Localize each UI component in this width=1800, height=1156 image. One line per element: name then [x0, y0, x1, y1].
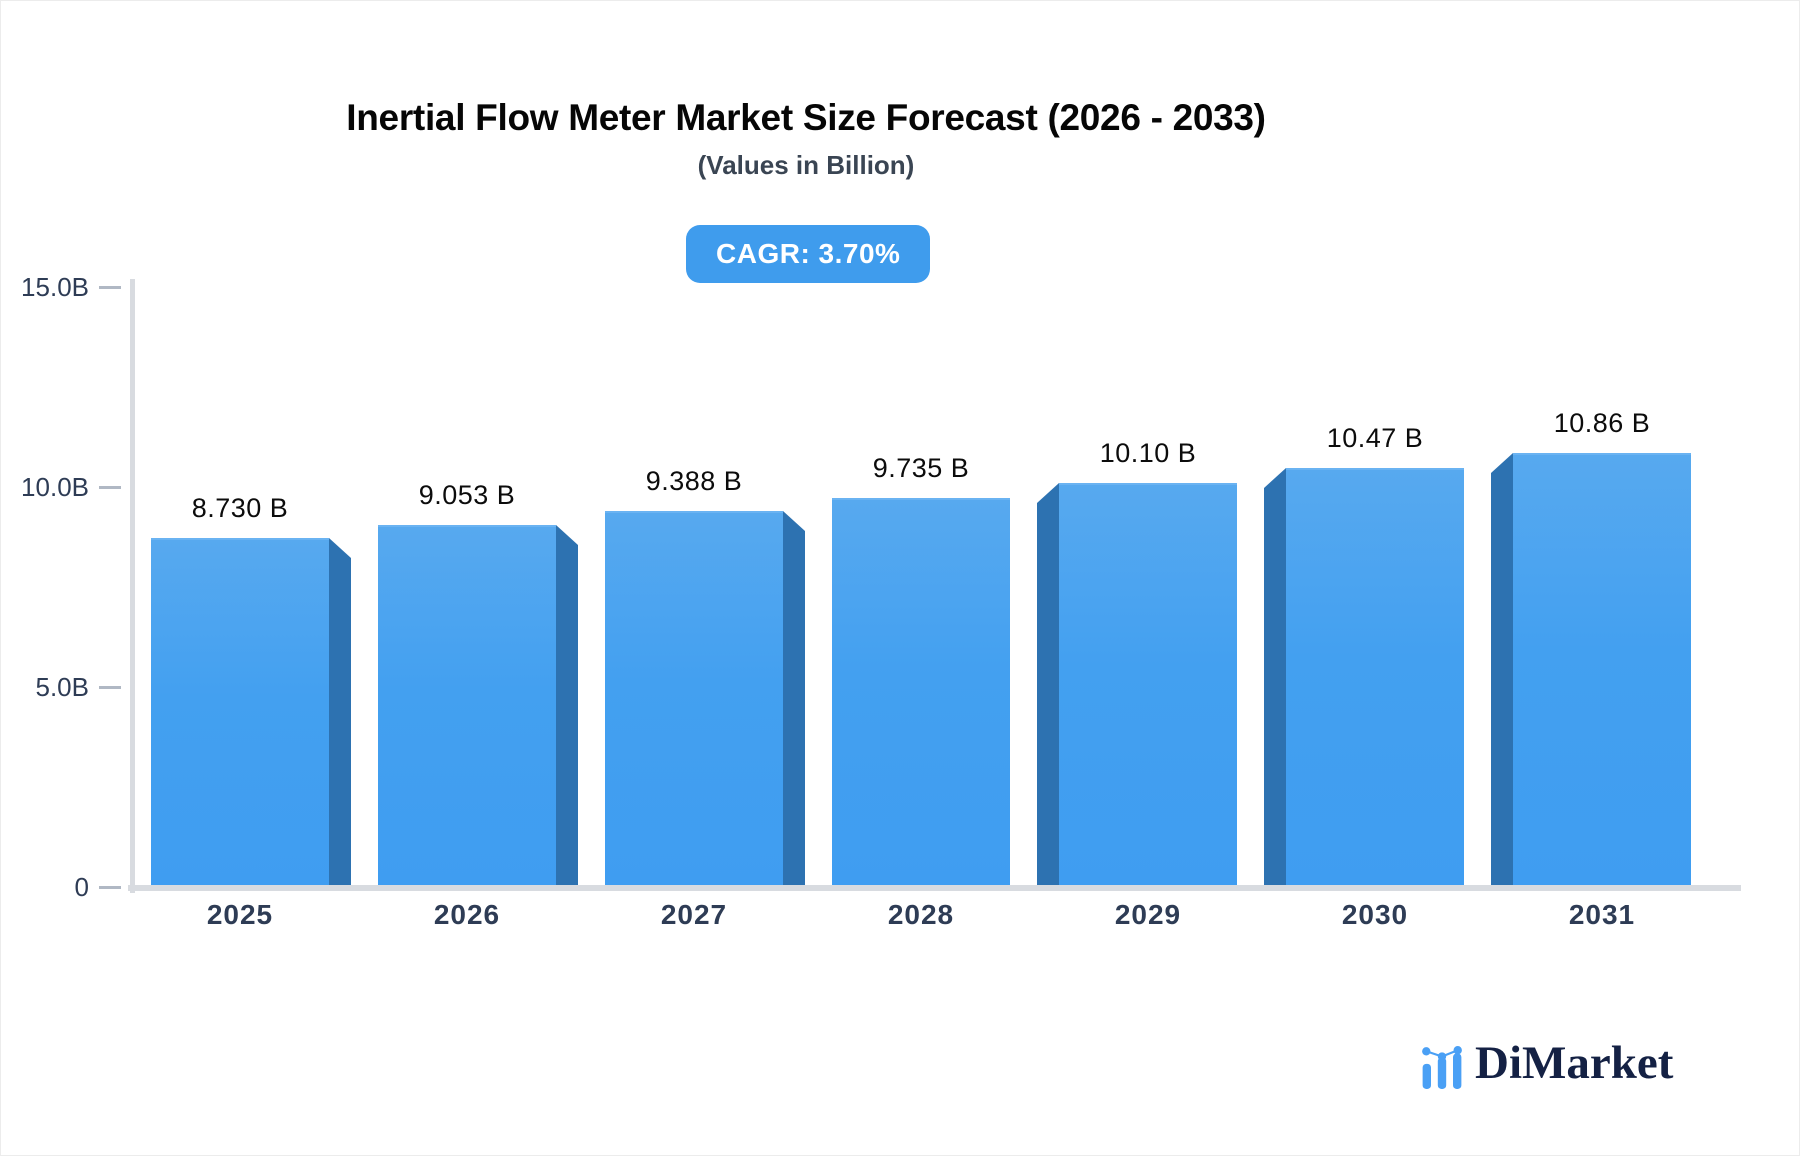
x-axis-label-2027: 2027 [660, 899, 728, 930]
bar-side-2025 [329, 538, 351, 887]
bar-side-2030 [1264, 468, 1286, 887]
y-tick-dash [99, 686, 121, 689]
bar-value-label: 10.47 B [1326, 423, 1424, 453]
y-tick-label: 0 [74, 872, 89, 902]
y-axis-line [130, 279, 135, 893]
bar-value-label: 9.735 B [872, 453, 970, 483]
bar-2026 [378, 525, 556, 887]
mini-bar-chart-icon [1422, 1046, 1462, 1089]
brand-logo-text: DiMarket [1475, 1037, 1674, 1089]
y-tick-label: 5.0B [35, 672, 90, 702]
bar-value-label: 8.730 B [191, 493, 289, 523]
bar-2027 [605, 511, 783, 887]
x-axis-label-2025: 2025 [206, 899, 274, 930]
y-tick-dash [99, 286, 121, 289]
x-axis-label-2029: 2029 [1114, 899, 1182, 930]
x-axis-label-2031: 2031 [1568, 899, 1636, 930]
chart-subtitle: (Values in Billion) [697, 150, 915, 180]
bar-side-2026 [556, 525, 578, 887]
y-tick-label: 15.0B [21, 272, 89, 302]
bar-2029 [1059, 483, 1237, 887]
bar-2030 [1286, 468, 1464, 887]
y-tick-dash [99, 886, 121, 889]
bar-2028 [832, 498, 1010, 887]
x-axis-label-2026: 2026 [433, 899, 501, 930]
brand-logo: DiMarket [1421, 1037, 1673, 1089]
y-tick-dash [99, 486, 121, 489]
bar-value-label: 10.86 B [1553, 408, 1651, 438]
x-axis-label-2028: 2028 [887, 899, 955, 930]
bar-value-label: 9.053 B [418, 480, 516, 510]
x-axis-line [128, 885, 1741, 891]
bar-2031 [1513, 453, 1691, 887]
bar-side-2029 [1037, 483, 1059, 887]
bar-side-2027 [783, 511, 805, 887]
bar-value-label: 10.10 B [1099, 438, 1197, 468]
cagr-badge: CAGR: 3.70% [686, 225, 931, 283]
chart-title: Inertial Flow Meter Market Size Forecast… [346, 97, 1266, 138]
bar-value-label: 9.388 B [645, 466, 743, 496]
bar-side-2031 [1491, 453, 1513, 887]
bar-2025 [151, 538, 329, 887]
x-axis-label-2030: 2030 [1341, 899, 1409, 930]
y-tick-label: 10.0B [21, 472, 89, 502]
